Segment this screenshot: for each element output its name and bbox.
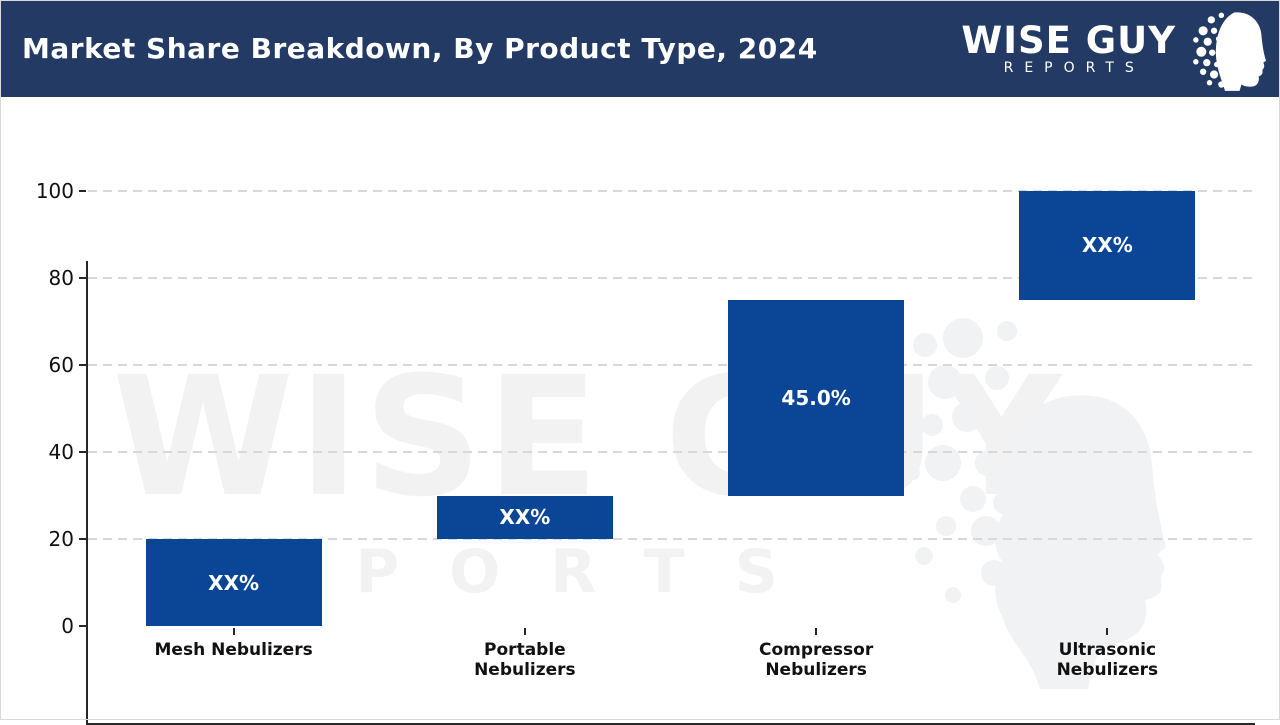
category-label: Compressor Nebulizers	[758, 640, 874, 680]
y-tick-40	[79, 451, 86, 453]
bar-portable-nebulizers: XX%	[436, 495, 613, 539]
y-tick-label: 20	[48, 527, 74, 551]
bar-mesh-nebulizers: XX%	[145, 539, 322, 626]
category-label: Ultrasonic Nebulizers	[1056, 640, 1159, 680]
x-tick-2	[815, 628, 818, 635]
wise-guy-reports-logo: WISE GUY REPORTS	[961, 0, 1266, 97]
logo-brand-name: WISE GUY	[961, 19, 1176, 62]
y-axis-line	[86, 261, 88, 723]
y-tick-label: 0	[61, 614, 74, 638]
page-title: Market Share Breakdown, By Product Type,…	[22, 32, 818, 65]
y-tick-100	[79, 190, 86, 192]
x-tick-1	[523, 628, 526, 635]
gridline-y-60	[88, 364, 1253, 366]
gridline-y-80	[88, 277, 1253, 279]
y-tick-label: 80	[48, 266, 74, 290]
x-tick-0	[232, 628, 235, 635]
y-tick-label: 60	[48, 353, 74, 377]
category-label: Mesh Nebulizers	[154, 640, 313, 660]
x-tick-3	[1106, 628, 1109, 635]
y-tick-label: 40	[48, 440, 74, 464]
header-banner: Market Share Breakdown, By Product Type,…	[0, 0, 1280, 97]
y-tick-0	[79, 625, 86, 627]
y-tick-20	[79, 538, 86, 540]
logo-head-icon	[1193, 11, 1266, 91]
gridline-y-100	[88, 190, 1253, 192]
gridline-y-20	[88, 538, 1253, 540]
bar-value-label: XX%	[1081, 233, 1133, 258]
bar-ultrasonic-nebulizers: XX%	[1019, 191, 1196, 300]
bar-value-label: XX%	[208, 570, 260, 595]
watermark-head-icon	[903, 318, 1166, 689]
chart-canvas: WISE GUY REPORTS 0 20 40 60 80 100 XX% Mesh Neb…	[0, 97, 1280, 725]
logo-brand-sub: REPORTS	[1003, 60, 1145, 76]
category-label: Portable Nebulizers	[474, 640, 576, 680]
y-tick-80	[79, 277, 86, 279]
bar-compressor-nebulizers: 45.0%	[728, 299, 905, 496]
gridline-y-40	[88, 451, 1253, 453]
y-tick-60	[79, 364, 86, 366]
bar-value-label: 45.0%	[781, 385, 851, 410]
logo-wordmark: WISE GUY REPORTS	[961, 22, 1176, 75]
bar-value-label: XX%	[499, 505, 551, 530]
y-tick-label: 100	[35, 179, 74, 203]
